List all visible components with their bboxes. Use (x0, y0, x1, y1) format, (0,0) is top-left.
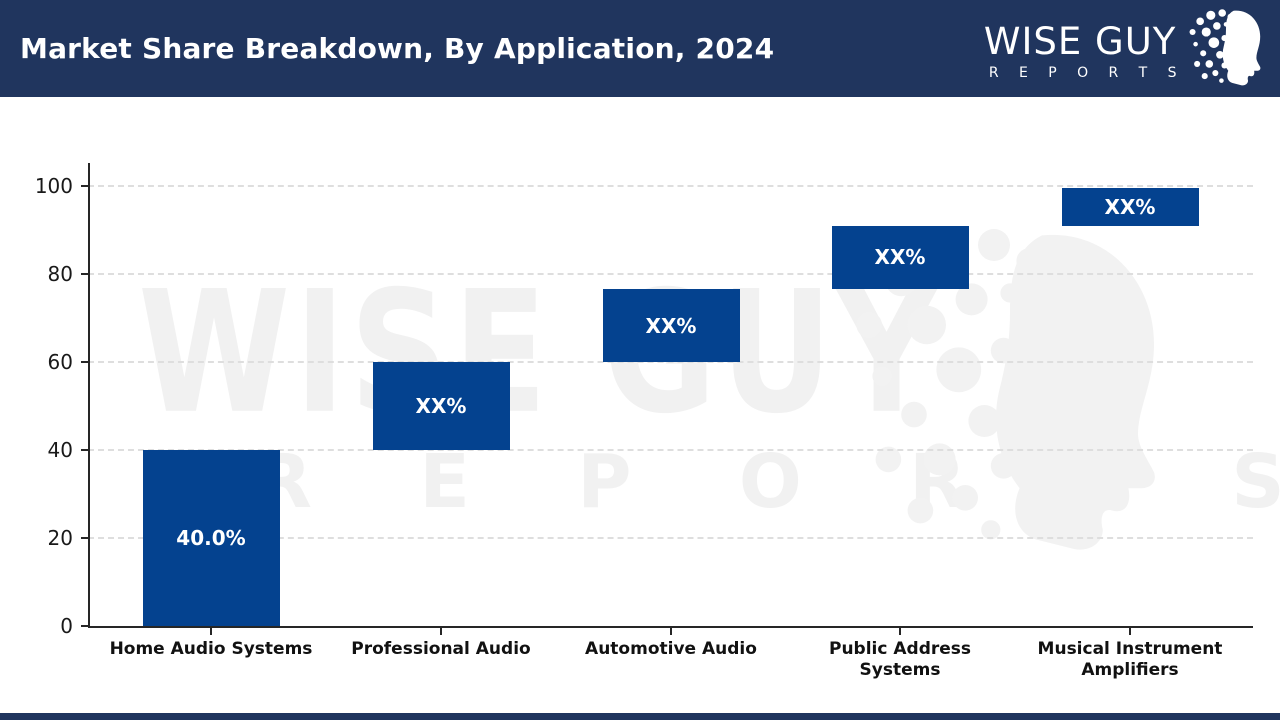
gridline (88, 185, 1253, 187)
y-tick-label: 100 (34, 174, 73, 198)
header-banner: Market Share Breakdown, By Application, … (0, 0, 1280, 97)
x-tick-label: Public Address Systems (828, 639, 972, 680)
y-tick (81, 625, 88, 627)
logo-subtitle: R E P O R T S (988, 64, 1186, 81)
logo-wordmark: WISE GUY (983, 19, 1177, 63)
y-tick-label: 60 (47, 350, 73, 374)
y-tick (81, 185, 88, 187)
y-tick (81, 537, 88, 539)
logo-text: WISE GUY R E P O R T S (983, 19, 1186, 81)
x-tick (899, 628, 901, 635)
x-tick (1129, 628, 1131, 635)
x-tick-label: Professional Audio (351, 639, 531, 659)
x-tick (670, 628, 672, 635)
y-tick-label: 40 (47, 438, 73, 462)
bar-value-label: XX% (415, 394, 467, 418)
bar-value-label: XX% (1104, 194, 1156, 219)
x-tick (210, 628, 212, 635)
bar-professional-audio: XX% (372, 362, 510, 450)
x-axis-line (88, 626, 1253, 628)
y-tick-label: 0 (60, 614, 73, 638)
wise-guy-logo: WISE GUY R E P O R T S (984, 9, 1264, 93)
bar-automotive-audio: XX% (602, 289, 740, 362)
page-title: Market Share Breakdown, By Application, … (20, 32, 775, 65)
bar-home-audio-systems: 40.0% (142, 450, 280, 626)
y-tick (81, 449, 88, 451)
bar-musical-instrument-amplifiers: XX% (1061, 188, 1199, 226)
wise-guy-head-logo-icon (1188, 9, 1264, 93)
gridline (88, 361, 1253, 363)
x-tick-label: Musical Instrument Amplifiers (1037, 639, 1223, 680)
gridline (88, 537, 1253, 539)
gridline (88, 449, 1253, 451)
x-tick-label: Home Audio Systems (109, 639, 313, 659)
x-tick (440, 628, 442, 635)
footer-bar (0, 713, 1280, 720)
y-tick (81, 273, 88, 275)
bar-public-address-systems: XX% (831, 225, 969, 290)
bar-value-label: XX% (645, 313, 697, 338)
bar-value-label: 40.0% (176, 526, 246, 550)
gridline (88, 273, 1253, 275)
bar-value-label: XX% (874, 245, 926, 270)
y-tick-label: 80 (47, 262, 73, 286)
y-axis-line (88, 163, 90, 628)
x-tick-label: Automotive Audio (585, 639, 757, 659)
y-tick (81, 361, 88, 363)
y-tick-label: 20 (47, 526, 73, 550)
